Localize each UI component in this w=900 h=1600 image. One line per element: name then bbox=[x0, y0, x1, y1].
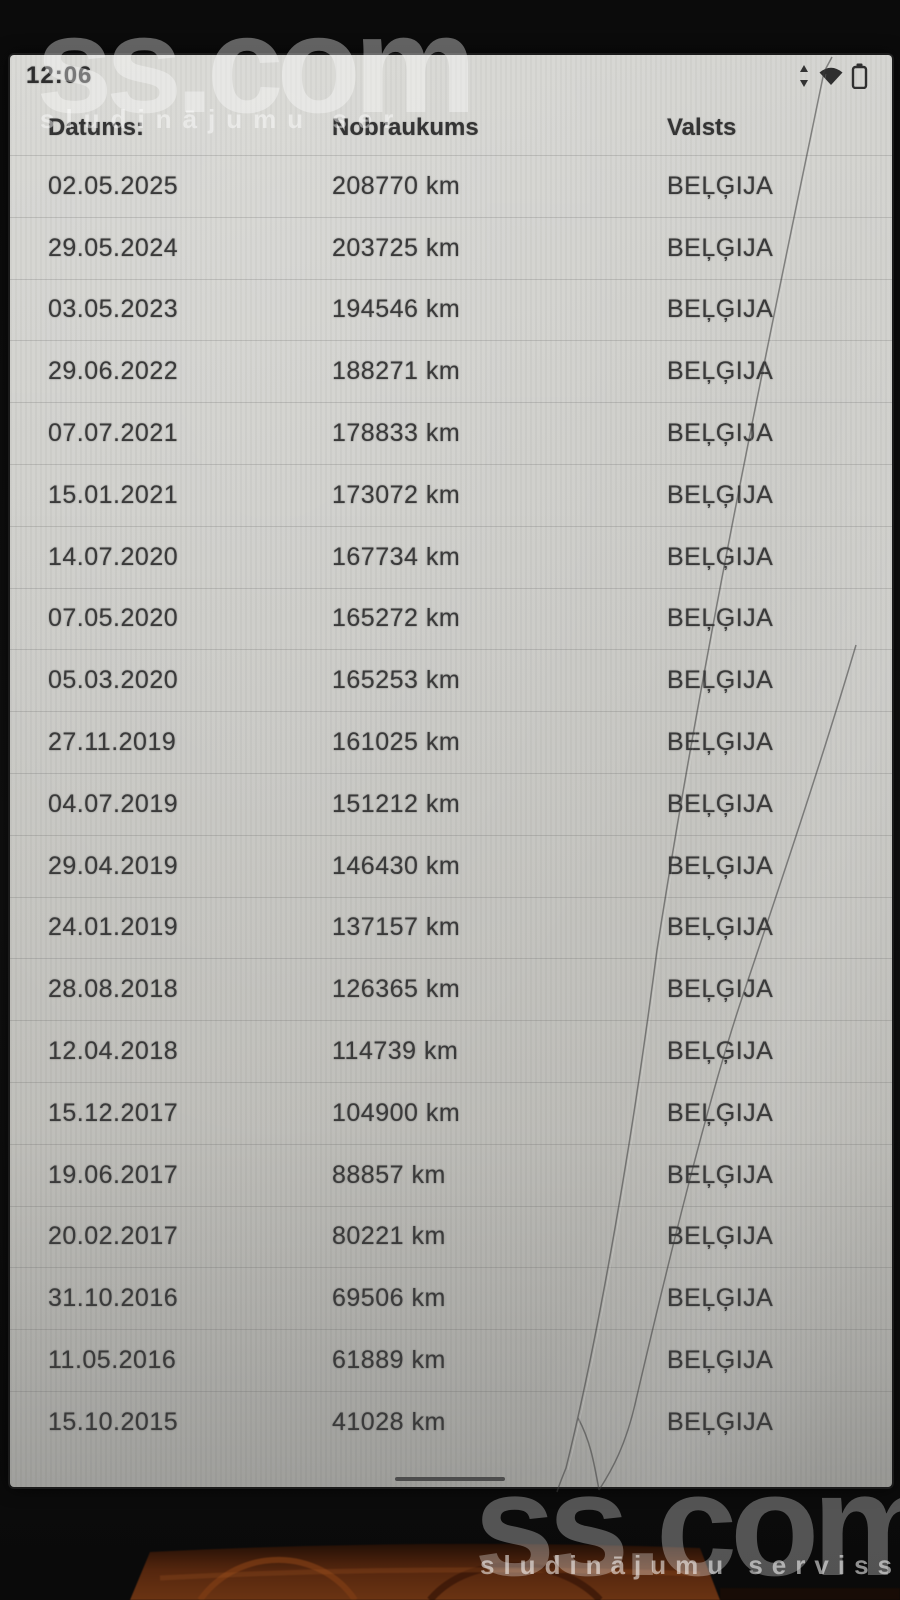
mileage-cell: 61889 km bbox=[332, 1346, 446, 1375]
table-row: 24.01.2019 137157 km BEĻĢIJA bbox=[10, 896, 892, 959]
mileage-cell: 104900 km bbox=[332, 1098, 461, 1127]
country-cell: BEĻĢIJA bbox=[667, 1346, 774, 1375]
date-cell: 15.10.2015 bbox=[48, 1407, 179, 1436]
country-cell: BEĻĢIJA bbox=[667, 851, 774, 880]
status-bar: 12:06 bbox=[10, 55, 892, 101]
table-row: 03.05.2023 194546 km BEĻĢIJA bbox=[10, 278, 892, 341]
date-cell: 24.01.2019 bbox=[48, 913, 179, 942]
mileage-cell: 146430 km bbox=[332, 851, 461, 880]
date-cell: 05.03.2020 bbox=[48, 666, 179, 695]
country-cell: BEĻĢIJA bbox=[667, 419, 774, 448]
country-cell: BEĻĢIJA bbox=[667, 604, 774, 633]
table-row: 15.12.2017 104900 km BEĻĢIJA bbox=[10, 1081, 892, 1144]
date-cell: 12.04.2018 bbox=[48, 1037, 179, 1066]
mileage-cell: 188271 km bbox=[332, 357, 461, 386]
mileage-cell: 69506 km bbox=[332, 1284, 446, 1313]
table-body[interactable]: 02.05.2025 208770 km BEĻĢIJA 29.05.2024 2037… bbox=[10, 155, 892, 1455]
country-cell: BEĻĢIJA bbox=[667, 1160, 774, 1189]
country-cell: BEĻĢIJA bbox=[667, 913, 774, 942]
mileage-cell: 114739 km bbox=[332, 1037, 459, 1066]
mileage-cell: 88857 km bbox=[332, 1160, 446, 1189]
mileage-cell: 173072 km bbox=[332, 480, 461, 509]
mileage-cell: 208770 km bbox=[332, 171, 461, 200]
date-cell: 15.12.2017 bbox=[48, 1098, 179, 1127]
country-cell: BEĻĢIJA bbox=[667, 1407, 774, 1436]
mileage-cell: 165272 km bbox=[332, 604, 461, 633]
table-row: 27.11.2019 161025 km BEĻĢIJA bbox=[10, 711, 892, 773]
mileage-cell: 167734 km bbox=[332, 542, 461, 571]
date-cell: 15.01.2021 bbox=[48, 480, 179, 509]
table-row: 29.04.2019 146430 km BEĻĢIJA bbox=[10, 834, 892, 897]
table-row: 29.06.2022 188271 km BEĻĢIJA bbox=[10, 340, 892, 402]
country-cell: BEĻĢIJA bbox=[667, 1222, 774, 1251]
status-time: 12:06 bbox=[26, 62, 93, 89]
date-cell: 07.07.2021 bbox=[48, 419, 179, 448]
table-header-row: Datums: Nobraukums Valsts bbox=[10, 101, 892, 155]
mileage-cell: 178833 km bbox=[332, 419, 461, 448]
country-cell: BEĻĢIJA bbox=[667, 233, 774, 262]
mileage-cell: 80221 km bbox=[332, 1222, 446, 1251]
date-cell: 04.07.2019 bbox=[48, 789, 179, 818]
mileage-cell: 41028 km bbox=[332, 1407, 446, 1436]
table-row: 15.10.2015 41028 km BEĻĢIJA bbox=[10, 1390, 892, 1453]
mileage-cell: 161025 km bbox=[332, 728, 461, 757]
table-row: 07.05.2020 165272 km BEĻĢIJA bbox=[10, 587, 892, 650]
country-cell: BEĻĢIJA bbox=[667, 975, 774, 1004]
date-cell: 29.05.2024 bbox=[48, 233, 179, 262]
table-row: 19.06.2017 88857 km BEĻĢIJA bbox=[10, 1143, 892, 1206]
date-cell: 29.06.2022 bbox=[48, 357, 179, 386]
table-row: 04.07.2019 151212 km BEĻĢIJA bbox=[10, 772, 892, 835]
battery-icon bbox=[851, 63, 868, 89]
watermark-tagline-bottom: sludinājumu serviss bbox=[480, 1550, 900, 1580]
date-cell: 28.08.2018 bbox=[48, 975, 179, 1004]
date-cell: 03.05.2023 bbox=[48, 295, 179, 324]
country-cell: BEĻĢIJA bbox=[667, 1284, 774, 1313]
date-cell: 19.06.2017 bbox=[48, 1160, 179, 1189]
table-row: 14.07.2020 167734 km BEĻĢIJA bbox=[10, 525, 892, 588]
date-cell: 02.05.2025 bbox=[48, 171, 179, 200]
country-cell: BEĻĢIJA bbox=[667, 666, 774, 695]
mileage-cell: 203725 km bbox=[332, 233, 461, 262]
mileage-cell: 126365 km bbox=[332, 975, 461, 1004]
country-cell: BEĻĢIJA bbox=[667, 480, 774, 509]
header-valsts: Valsts bbox=[667, 114, 737, 141]
data-transfer-icon bbox=[800, 65, 808, 87]
mileage-cell: 151212 km bbox=[332, 789, 461, 818]
country-cell: BEĻĢIJA bbox=[667, 728, 774, 757]
date-cell: 27.11.2019 bbox=[48, 728, 177, 757]
table-row: 11.05.2016 61889 km BEĻĢIJA bbox=[10, 1329, 892, 1391]
date-cell: 29.04.2019 bbox=[48, 851, 179, 880]
mileage-cell: 137157 km bbox=[332, 913, 461, 942]
date-cell: 11.05.2016 bbox=[48, 1346, 177, 1375]
table-row: 31.10.2016 69506 km BEĻĢIJA bbox=[10, 1267, 892, 1329]
date-cell: 31.10.2016 bbox=[48, 1284, 179, 1313]
table-row: 05.03.2020 165253 km BEĻĢIJA bbox=[10, 649, 892, 711]
mileage-cell: 194546 km bbox=[332, 295, 461, 324]
mileage-cell: 165253 km bbox=[332, 666, 461, 695]
header-nobraukums: Nobraukums bbox=[332, 114, 479, 141]
header-datums: Datums: bbox=[48, 114, 145, 141]
country-cell: BEĻĢIJA bbox=[667, 1037, 774, 1066]
wifi-icon bbox=[819, 67, 843, 85]
country-cell: BEĻĢIJA bbox=[667, 542, 774, 571]
gesture-navigation-bar[interactable] bbox=[395, 1477, 505, 1481]
country-cell: BEĻĢIJA bbox=[667, 295, 774, 324]
table-row: 02.05.2025 208770 km BEĻĢIJA bbox=[10, 155, 892, 217]
table-row: 20.02.2017 80221 km BEĻĢIJA bbox=[10, 1205, 892, 1268]
table-row: 07.07.2021 178833 km BEĻĢIJA bbox=[10, 402, 892, 464]
date-cell: 14.07.2020 bbox=[48, 542, 179, 571]
table-row: 29.05.2024 203725 km BEĻĢIJA bbox=[10, 216, 892, 279]
country-cell: BEĻĢIJA bbox=[667, 1098, 774, 1127]
tablet-screen: 12:06 Datums: Nobraukums Valsts 02.05. bbox=[10, 55, 892, 1487]
country-cell: BEĻĢIJA bbox=[667, 357, 774, 386]
status-icons bbox=[797, 63, 868, 89]
table-row: 15.01.2021 173072 km BEĻĢIJA bbox=[10, 463, 892, 526]
table-row: 12.04.2018 114739 km BEĻĢIJA bbox=[10, 1020, 892, 1082]
date-cell: 20.02.2017 bbox=[48, 1222, 179, 1251]
date-cell: 07.05.2020 bbox=[48, 604, 179, 633]
country-cell: BEĻĢIJA bbox=[667, 789, 774, 818]
country-cell: BEĻĢIJA bbox=[667, 171, 774, 200]
table-row: 28.08.2018 126365 km BEĻĢIJA bbox=[10, 958, 892, 1020]
